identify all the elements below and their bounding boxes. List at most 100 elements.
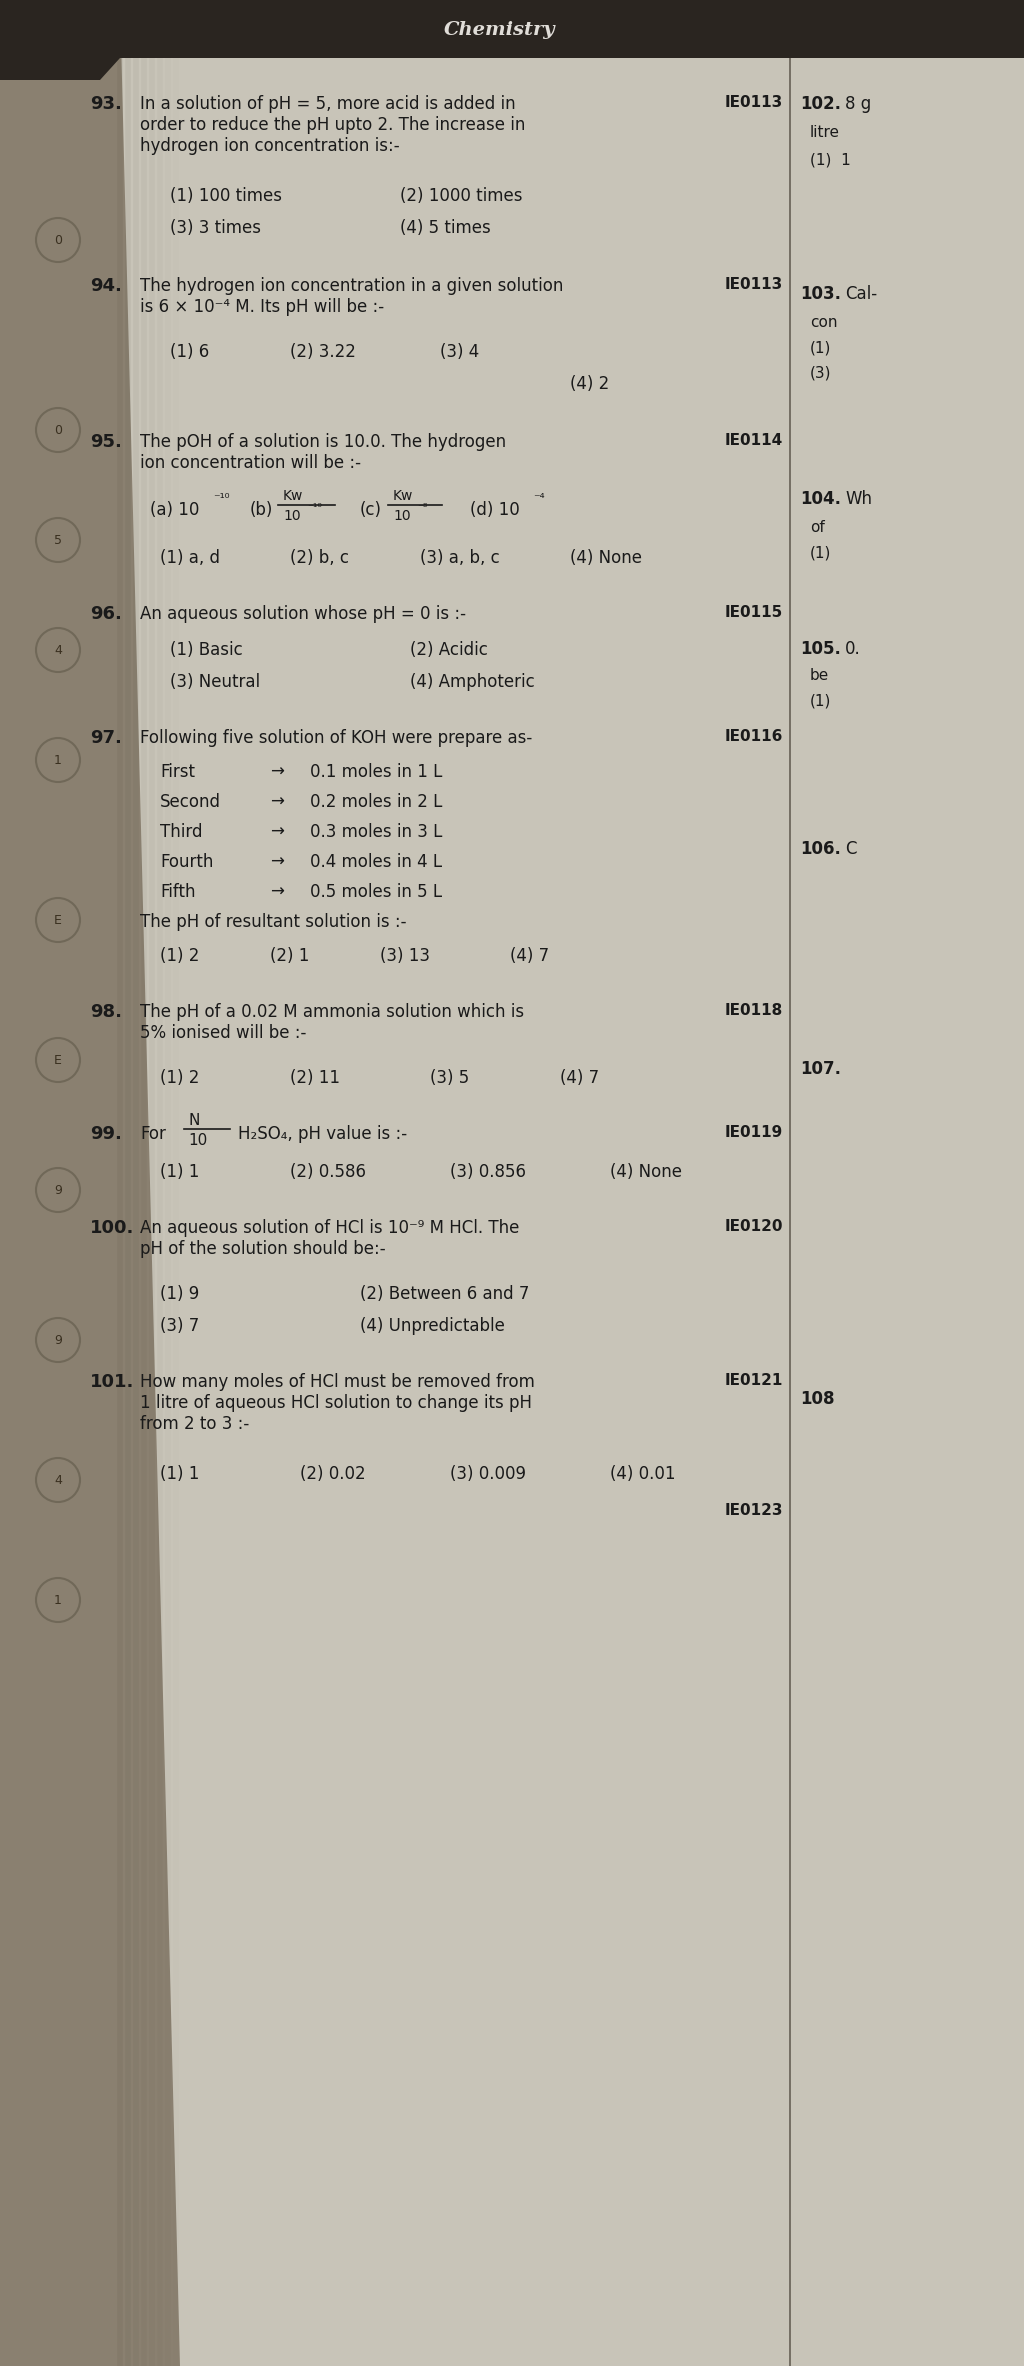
Text: (1) 2: (1) 2 [160, 1069, 200, 1086]
Text: 95.: 95. [90, 433, 122, 452]
Text: First: First [160, 762, 195, 781]
Text: 0.5 moles in 5 L: 0.5 moles in 5 L [310, 883, 442, 901]
Text: The pOH of a solution is 10.0. The hydrogen
ion concentration will be :-: The pOH of a solution is 10.0. The hydro… [140, 433, 506, 471]
Text: litre: litre [810, 125, 840, 140]
Text: 101.: 101. [90, 1372, 134, 1391]
Text: (2) 0.586: (2) 0.586 [290, 1164, 366, 1181]
Text: IE0114: IE0114 [725, 433, 783, 447]
Text: →: → [270, 762, 284, 781]
Text: (3) 4: (3) 4 [440, 343, 479, 362]
Text: Third: Third [160, 823, 203, 840]
Text: IE0121: IE0121 [725, 1372, 783, 1389]
Text: (3) 5: (3) 5 [430, 1069, 469, 1086]
Text: (2) 3.22: (2) 3.22 [290, 343, 356, 362]
Text: (1): (1) [810, 341, 831, 355]
Text: (3) Neutral: (3) Neutral [170, 672, 260, 691]
Text: (4) 7: (4) 7 [560, 1069, 599, 1086]
Polygon shape [0, 0, 180, 2366]
Text: 99.: 99. [90, 1124, 122, 1143]
Text: (1) 1: (1) 1 [160, 1465, 200, 1483]
Text: 10: 10 [188, 1133, 207, 1148]
Text: (4) 7: (4) 7 [510, 946, 549, 965]
Text: (1) 9: (1) 9 [160, 1285, 200, 1304]
Text: IE0118: IE0118 [725, 1003, 783, 1017]
Text: 0.2 moles in 2 L: 0.2 moles in 2 L [310, 793, 442, 812]
Text: 0.4 moles in 4 L: 0.4 moles in 4 L [310, 854, 442, 871]
Text: (a) 10: (a) 10 [150, 502, 200, 518]
Text: N: N [188, 1112, 200, 1129]
Text: (4) None: (4) None [610, 1164, 682, 1181]
Text: (4) 2: (4) 2 [570, 374, 609, 393]
Text: 98.: 98. [90, 1003, 122, 1022]
Text: (2) b, c: (2) b, c [290, 549, 349, 568]
Text: How many moles of HCl must be removed from
1 litre of aqueous HCl solution to ch: How many moles of HCl must be removed fr… [140, 1372, 535, 1431]
Text: (3) 3 times: (3) 3 times [170, 220, 261, 237]
Text: In a solution of pH = 5, more acid is added in
order to reduce the pH upto 2. Th: In a solution of pH = 5, more acid is ad… [140, 95, 525, 154]
Text: 10: 10 [393, 509, 411, 523]
Text: ⁻⁸: ⁻⁸ [417, 504, 427, 513]
Text: H₂SO₄, pH value is :-: H₂SO₄, pH value is :- [238, 1124, 408, 1143]
Text: IE0115: IE0115 [725, 606, 783, 620]
Text: (1): (1) [810, 544, 831, 561]
Text: 0.3 moles in 3 L: 0.3 moles in 3 L [310, 823, 442, 840]
Text: 97.: 97. [90, 729, 122, 748]
Text: E: E [54, 1053, 61, 1067]
Text: 105.: 105. [800, 639, 841, 658]
Text: 9: 9 [54, 1334, 61, 1346]
Text: Fifth: Fifth [160, 883, 196, 901]
Text: (2) 1000 times: (2) 1000 times [400, 187, 522, 206]
Text: ⁻¹⁰: ⁻¹⁰ [307, 504, 322, 513]
Text: 104.: 104. [800, 490, 841, 509]
Text: 93.: 93. [90, 95, 122, 114]
Text: (3) 7: (3) 7 [160, 1318, 200, 1334]
Text: (b): (b) [250, 502, 273, 518]
Text: IE0119: IE0119 [725, 1124, 783, 1140]
Text: (3) 0.856: (3) 0.856 [450, 1164, 526, 1181]
Text: An aqueous solution whose pH = 0 is :-: An aqueous solution whose pH = 0 is :- [140, 606, 466, 622]
Text: Second: Second [160, 793, 221, 812]
Text: IE0116: IE0116 [725, 729, 783, 743]
Text: IE0123: IE0123 [725, 1502, 783, 1519]
Text: 107.: 107. [800, 1060, 841, 1079]
Text: →: → [270, 823, 284, 840]
Text: Fourth: Fourth [160, 854, 213, 871]
Text: (4) None: (4) None [570, 549, 642, 568]
Text: 94.: 94. [90, 277, 122, 296]
Text: (1) 1: (1) 1 [160, 1164, 200, 1181]
Text: 10: 10 [283, 509, 301, 523]
Text: (3) 13: (3) 13 [380, 946, 430, 965]
Text: 100.: 100. [90, 1218, 134, 1237]
Text: (2) Between 6 and 7: (2) Between 6 and 7 [360, 1285, 529, 1304]
Text: →: → [270, 793, 284, 812]
Text: An aqueous solution of HCl is 10⁻⁹ M HCl. The
pH of the solution should be:-: An aqueous solution of HCl is 10⁻⁹ M HCl… [140, 1218, 519, 1259]
Text: 9: 9 [54, 1183, 61, 1197]
Text: (4) 5 times: (4) 5 times [400, 220, 490, 237]
Text: 1: 1 [54, 752, 61, 767]
Text: Kw: Kw [393, 490, 414, 504]
Text: Cal-: Cal- [845, 284, 878, 303]
Polygon shape [0, 0, 1024, 80]
Text: →: → [270, 883, 284, 901]
Text: (1) 2: (1) 2 [160, 946, 200, 965]
Text: IE0120: IE0120 [725, 1218, 783, 1235]
Text: be: be [810, 667, 829, 684]
Text: (1) 6: (1) 6 [170, 343, 209, 362]
Text: (2) 11: (2) 11 [290, 1069, 340, 1086]
Text: The pH of resultant solution is :-: The pH of resultant solution is :- [140, 913, 407, 930]
Text: (4) Amphoteric: (4) Amphoteric [410, 672, 535, 691]
Text: For: For [140, 1124, 166, 1143]
Text: (3) a, b, c: (3) a, b, c [420, 549, 500, 568]
Text: 108: 108 [800, 1389, 835, 1408]
Text: The hydrogen ion concentration in a given solution
is 6 × 10⁻⁴ M. Its pH will be: The hydrogen ion concentration in a give… [140, 277, 563, 315]
Text: 106.: 106. [800, 840, 841, 859]
Text: 96.: 96. [90, 606, 122, 622]
Text: (2) 1: (2) 1 [270, 946, 309, 965]
Text: Wh: Wh [845, 490, 872, 509]
Text: 8 g: 8 g [845, 95, 871, 114]
Text: 0.: 0. [845, 639, 861, 658]
Text: (3): (3) [810, 364, 831, 381]
Text: of: of [810, 521, 824, 535]
Text: 103.: 103. [800, 284, 841, 303]
Text: (1) a, d: (1) a, d [160, 549, 220, 568]
Text: (1) 100 times: (1) 100 times [170, 187, 282, 206]
